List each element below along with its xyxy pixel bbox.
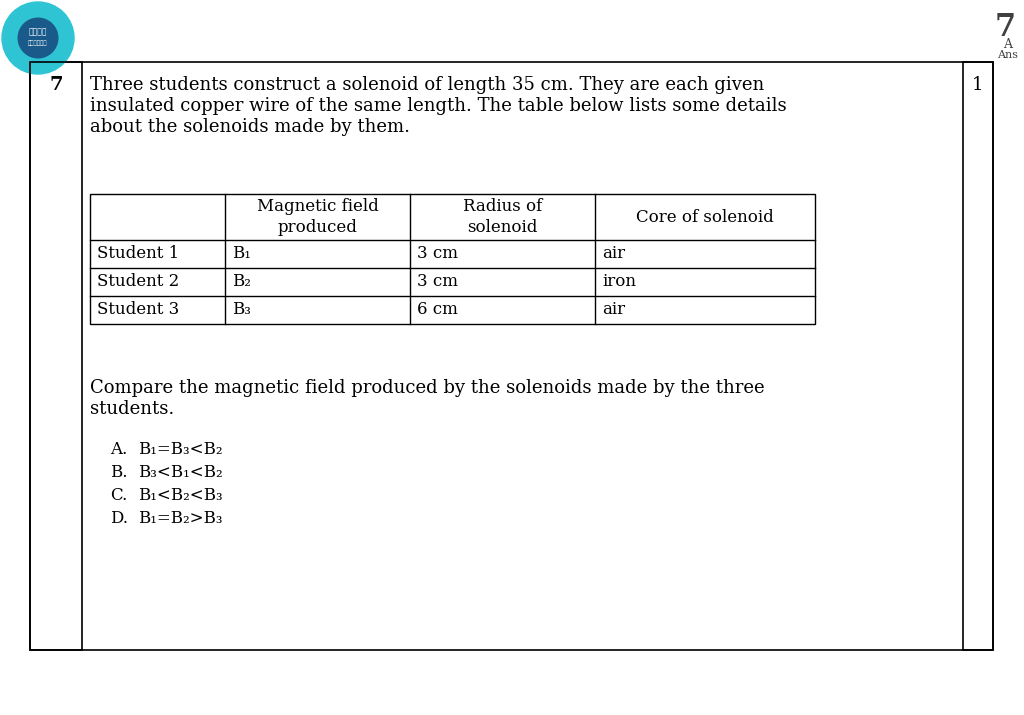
Text: Magnetic field
produced: Magnetic field produced [257, 198, 379, 236]
Text: B₁<B₂<B₃: B₁<B₂<B₃ [138, 487, 222, 504]
Text: B₁: B₁ [232, 245, 251, 262]
Text: A: A [1004, 38, 1013, 51]
Text: Compare the magnetic field produced by the solenoids made by the three: Compare the magnetic field produced by t… [90, 379, 765, 397]
Text: 1: 1 [972, 76, 984, 94]
Text: 3 cm: 3 cm [417, 245, 458, 262]
Text: B₁=B₃<B₂: B₁=B₃<B₂ [138, 441, 222, 458]
Text: Core of solenoid: Core of solenoid [636, 209, 774, 225]
Text: 6 cm: 6 cm [417, 302, 458, 318]
Circle shape [18, 18, 57, 58]
Text: Three students construct a solenoid of length 35 cm. They are each given: Three students construct a solenoid of l… [90, 76, 764, 94]
Text: महावेष: महावेष [29, 40, 48, 46]
Text: Student 2: Student 2 [97, 274, 179, 290]
Bar [90, 194, 815, 324]
Text: B₁=B₂>B₃: B₁=B₂>B₃ [138, 510, 222, 527]
Text: D.: D. [110, 510, 128, 527]
Bar [30, 62, 993, 650]
Text: A.: A. [110, 441, 127, 458]
Text: B₂: B₂ [232, 274, 251, 290]
Text: 3 cm: 3 cm [417, 274, 458, 290]
Text: Student 1: Student 1 [97, 245, 179, 262]
Text: air: air [602, 245, 625, 262]
Text: C.: C. [110, 487, 127, 504]
Text: B₃<B₁<B₂: B₃<B₁<B₂ [138, 464, 222, 481]
Text: B.: B. [110, 464, 128, 481]
Text: Student 3: Student 3 [97, 302, 179, 318]
Text: 7: 7 [994, 12, 1016, 43]
Circle shape [2, 2, 74, 74]
Text: iron: iron [602, 274, 636, 290]
Text: B₃: B₃ [232, 302, 251, 318]
Text: 7: 7 [49, 76, 62, 94]
Text: air: air [602, 302, 625, 318]
Text: about the solenoids made by them.: about the solenoids made by them. [90, 118, 410, 136]
Text: गुरा: गुरा [29, 27, 47, 36]
Bar [963, 62, 993, 650]
Text: insulated copper wire of the same length. The table below lists some details: insulated copper wire of the same length… [90, 97, 786, 115]
Text: Radius of
solenoid: Radius of solenoid [463, 198, 542, 236]
Text: Ans: Ans [997, 50, 1019, 60]
Text: students.: students. [90, 400, 174, 418]
Bar [30, 62, 82, 650]
